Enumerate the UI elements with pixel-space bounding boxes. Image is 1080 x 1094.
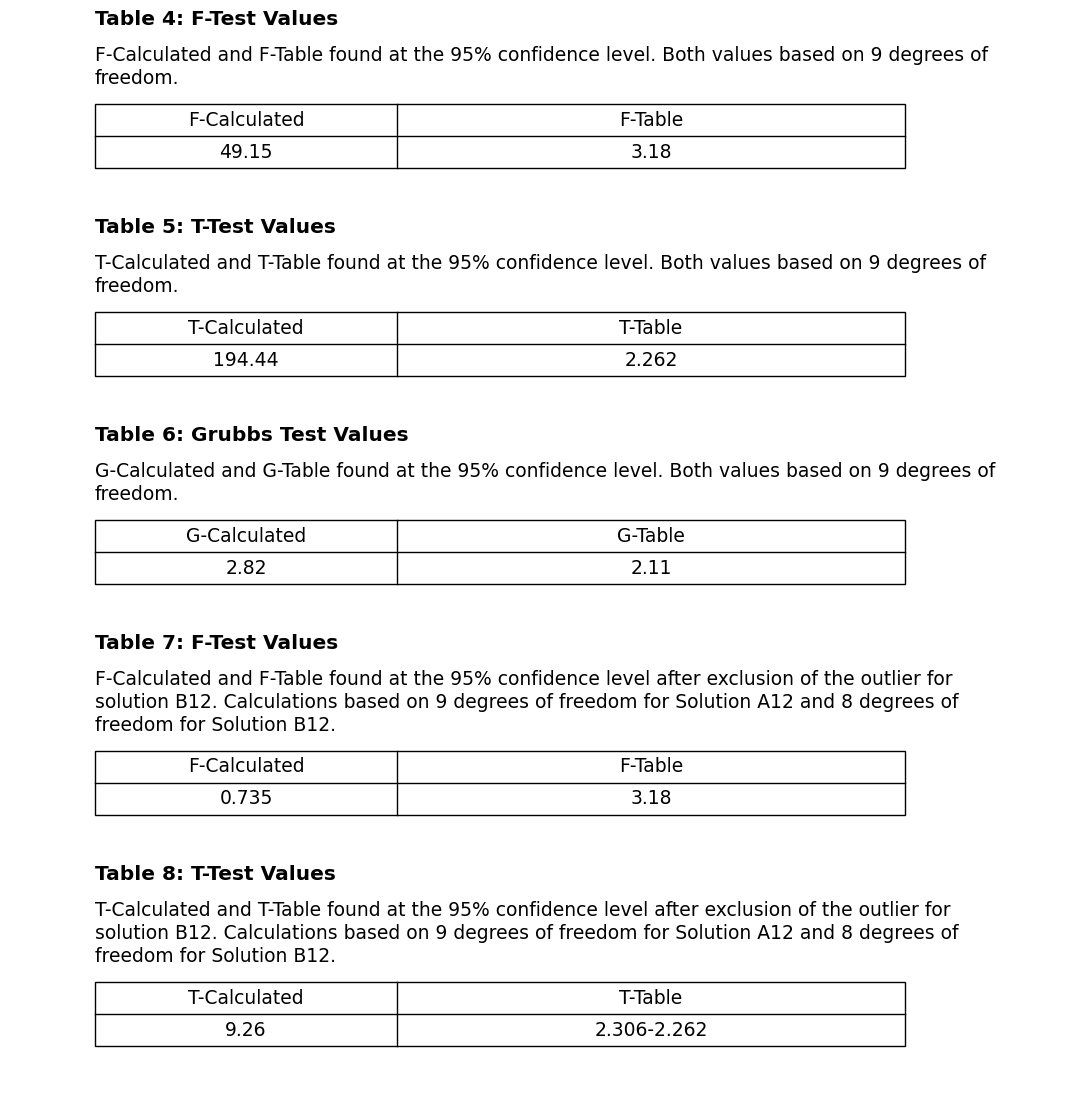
- Text: T-Calculated and T-Table found at the 95% confidence level after exclusion of th: T-Calculated and T-Table found at the 95…: [95, 901, 950, 920]
- Text: F-Calculated: F-Calculated: [188, 110, 305, 129]
- Text: G-Table: G-Table: [617, 526, 685, 546]
- Text: freedom.: freedom.: [95, 69, 179, 88]
- Text: 49.15: 49.15: [219, 142, 273, 162]
- Text: F-Calculated and F-Table found at the 95% confidence level after exclusion of th: F-Calculated and F-Table found at the 95…: [95, 670, 953, 689]
- Text: Table 4: F-Test Values: Table 4: F-Test Values: [95, 10, 338, 30]
- Text: Table 6: Grubbs Test Values: Table 6: Grubbs Test Values: [95, 426, 408, 445]
- Text: freedom.: freedom.: [95, 277, 179, 296]
- Bar: [95, 750, 905, 815]
- Text: solution B12. Calculations based on 9 degrees of freedom for Solution A12 and 8 : solution B12. Calculations based on 9 de…: [95, 924, 959, 943]
- Text: F-Table: F-Table: [619, 757, 684, 777]
- Text: F-Table: F-Table: [619, 110, 684, 129]
- Text: 3.18: 3.18: [631, 142, 672, 162]
- Text: freedom.: freedom.: [95, 485, 179, 504]
- Text: 3.18: 3.18: [631, 790, 672, 808]
- Text: 2.262: 2.262: [624, 350, 678, 370]
- Text: F-Calculated and F-Table found at the 95% confidence level. Both values based on: F-Calculated and F-Table found at the 95…: [95, 46, 988, 65]
- Text: 0.735: 0.735: [219, 790, 273, 808]
- Text: T-Calculated and T-Table found at the 95% confidence level. Both values based on: T-Calculated and T-Table found at the 95…: [95, 254, 986, 274]
- Text: 2.306-2.262: 2.306-2.262: [594, 1021, 707, 1039]
- Text: 194.44: 194.44: [213, 350, 279, 370]
- Bar: [95, 982, 905, 1046]
- Text: Table 7: F-Test Values: Table 7: F-Test Values: [95, 635, 338, 653]
- Text: G-Calculated and G-Table found at the 95% confidence level. Both values based on: G-Calculated and G-Table found at the 95…: [95, 462, 996, 481]
- Text: G-Calculated: G-Calculated: [186, 526, 307, 546]
- Text: F-Calculated: F-Calculated: [188, 757, 305, 777]
- Text: solution B12. Calculations based on 9 degrees of freedom for Solution A12 and 8 : solution B12. Calculations based on 9 de…: [95, 693, 959, 712]
- Text: Table 8: T-Test Values: Table 8: T-Test Values: [95, 865, 336, 884]
- Text: Table 5: T-Test Values: Table 5: T-Test Values: [95, 218, 336, 237]
- Text: T-Table: T-Table: [620, 318, 683, 338]
- Text: T-Table: T-Table: [620, 989, 683, 1008]
- Text: T-Calculated: T-Calculated: [188, 989, 303, 1008]
- Text: freedom for Solution B12.: freedom for Solution B12.: [95, 947, 336, 966]
- Text: 2.11: 2.11: [631, 559, 672, 578]
- Text: T-Calculated: T-Calculated: [188, 318, 303, 338]
- Bar: [95, 104, 905, 168]
- Text: 9.26: 9.26: [226, 1021, 267, 1039]
- Bar: [95, 520, 905, 584]
- Text: 2.82: 2.82: [226, 559, 267, 578]
- Bar: [95, 312, 905, 376]
- Text: freedom for Solution B12.: freedom for Solution B12.: [95, 715, 336, 735]
